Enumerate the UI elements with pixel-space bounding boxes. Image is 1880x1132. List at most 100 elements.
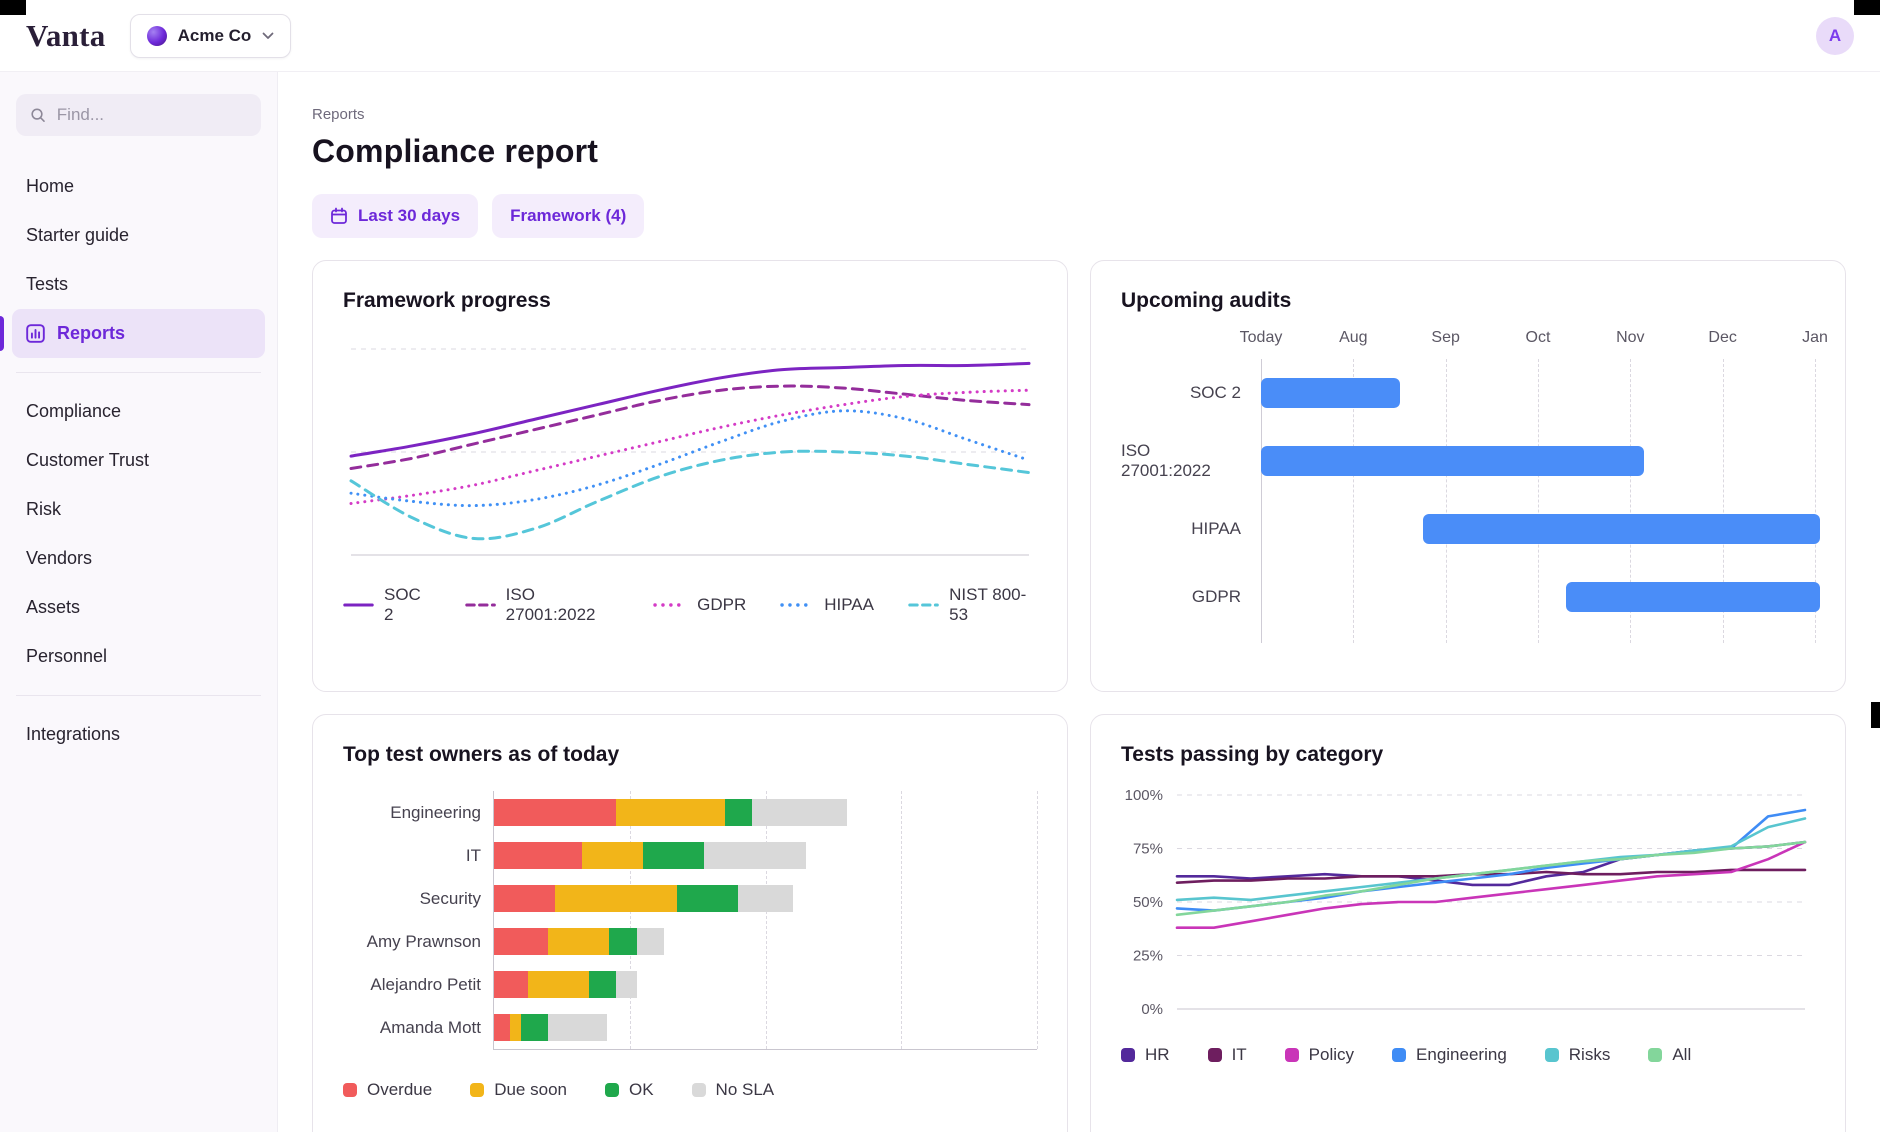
framework-filter[interactable]: Framework (4) (492, 194, 645, 238)
legend-label: Due soon (494, 1080, 567, 1099)
segment-ok (677, 885, 739, 912)
date-range-label: Last 30 days (358, 206, 461, 225)
sidebar-item-personnel[interactable]: Personnel (12, 632, 265, 681)
avatar[interactable]: A (1816, 16, 1854, 55)
segment-ok (589, 971, 617, 998)
stack-gridline (629, 791, 631, 1049)
segment-due-soon (548, 928, 610, 955)
sidebar-item-label: Assets (26, 597, 81, 617)
sidebar-item-label: Reports (57, 323, 126, 343)
sidebar-item-customer-trust[interactable]: Customer Trust (12, 436, 265, 485)
segment-no-sla (738, 885, 793, 912)
sidebar-item-assets[interactable]: Assets (12, 583, 265, 632)
sidebar-divider (16, 695, 261, 696)
legend-label: HR (1145, 1045, 1170, 1064)
series-gdpr (349, 388, 1031, 505)
sidebar-item-starter-guide[interactable]: Starter guide (12, 211, 265, 260)
gantt-column-oct: Oct (1525, 329, 1551, 346)
legend-item-it: IT (1207, 1045, 1247, 1065)
sidebar-item-label: Home (26, 176, 75, 196)
owner-label-amanda-mott: Amanda Mott (379, 1017, 481, 1037)
sidebar-nav: Home Starter guide Tests Reports Compliance C… (0, 162, 277, 759)
top-test-owners-legend: Overdue Due soon OK No SLA (343, 1080, 1037, 1100)
page-title: Compliance report (312, 133, 599, 169)
screenshot-marker (0, 0, 26, 15)
sidebar-divider (16, 372, 261, 373)
legend-swatch (1544, 1048, 1559, 1062)
segment-due-soon (527, 971, 590, 998)
series-policy (1175, 840, 1807, 929)
card-top-test-owners: Top test owners as of today Engineering I… (312, 714, 1068, 1132)
search-box[interactable] (16, 94, 261, 136)
gantt-gridline (1815, 359, 1816, 643)
gantt-gridline (1445, 359, 1447, 643)
calendar-icon (331, 207, 347, 224)
stack-gridline (1037, 791, 1038, 1049)
sidebar-item-home[interactable]: Home (12, 162, 265, 211)
search-icon (31, 108, 45, 122)
org-switcher[interactable]: Acme Co (129, 13, 292, 58)
legend-label: All (1672, 1045, 1692, 1064)
top-test-owners-chart: Engineering IT Security Amy Prawnson Alejand… (343, 791, 1038, 1050)
legend-swatch (1392, 1048, 1407, 1062)
segment-due-soon (616, 799, 725, 826)
series-nist-800-53 (349, 449, 1031, 541)
legend-label: SOC 2 (384, 585, 421, 624)
audit-bar-hipaa (1422, 514, 1820, 544)
series-soc-2 (349, 361, 1031, 458)
audit-bar-soc-2 (1261, 378, 1400, 408)
date-range-filter[interactable]: Last 30 days (312, 194, 479, 238)
owner-bar-alejandro-petit (494, 971, 1037, 998)
app-shell: Home Starter guide Tests Reports Compliance C… (0, 72, 1880, 1132)
legend-label: No SLA (715, 1080, 775, 1099)
gantt-row-label-hipaa: HIPAA (1191, 519, 1241, 538)
card-tests-passing: Tests passing by category 100% 75% 50% 25% 0… (1090, 714, 1846, 1132)
legend-swatch (691, 1083, 706, 1097)
screenshot-marker (1871, 702, 1880, 728)
search-input[interactable] (56, 105, 247, 125)
stack-gridline (765, 791, 767, 1049)
series-risks (1175, 817, 1807, 902)
legend-item-hr: HR (1121, 1045, 1170, 1065)
stack-x-axis (494, 1049, 1037, 1050)
sidebar-item-vendors[interactable]: Vendors (12, 534, 265, 583)
org-name: Acme Co (177, 25, 252, 45)
legend-item-all: All (1648, 1045, 1691, 1065)
legend-item-gdpr: GDPR (653, 595, 746, 615)
legend-label: Policy (1308, 1045, 1355, 1064)
tests-passing-svg: 100% 75% 50% 25% 0% (1125, 787, 1807, 1018)
org-logo-icon (146, 25, 167, 46)
segment-overdue (494, 799, 617, 826)
svg-text:75%: 75% (1133, 841, 1163, 858)
sidebar-item-integrations[interactable]: Integrations (12, 710, 265, 759)
screenshot-marker (1854, 0, 1880, 15)
sidebar-item-reports[interactable]: Reports (0, 309, 265, 358)
legend-swatch (470, 1083, 485, 1097)
legend-item-nist-800-53: NIST 800-53 (908, 585, 1037, 625)
sidebar: Home Starter guide Tests Reports Compliance C… (0, 72, 278, 1132)
sidebar-item-risk[interactable]: Risk (12, 485, 265, 534)
gantt-column-nov: Nov (1616, 329, 1645, 346)
sidebar-item-label: Customer Trust (26, 450, 150, 470)
gantt-row-label-soc-2: SOC 2 (1189, 383, 1241, 402)
owner-label-security: Security (419, 888, 481, 908)
legend-item-hipaa: HIPAA (780, 595, 874, 615)
gantt-column-aug: Aug (1339, 329, 1368, 346)
segment-no-sla (704, 842, 807, 869)
owner-bar-security (494, 885, 1037, 912)
sidebar-item-compliance[interactable]: Compliance (12, 387, 265, 436)
segment-no-sla (751, 799, 847, 826)
sidebar-item-tests[interactable]: Tests (12, 260, 265, 309)
legend-swatch (604, 1083, 619, 1097)
legend-line-sample (653, 603, 687, 607)
segment-no-sla (636, 928, 664, 955)
gantt-row-label-gdpr: GDPR (1191, 587, 1241, 606)
legend-line-sample (908, 603, 939, 607)
segment-overdue (494, 1014, 511, 1041)
legend-label: IT (1231, 1045, 1247, 1064)
gantt-gridline (1722, 359, 1724, 643)
owner-bar-amanda-mott (494, 1014, 1037, 1041)
card-title: Top test owners as of today (343, 743, 620, 766)
gantt-column-today: Today (1239, 329, 1283, 346)
